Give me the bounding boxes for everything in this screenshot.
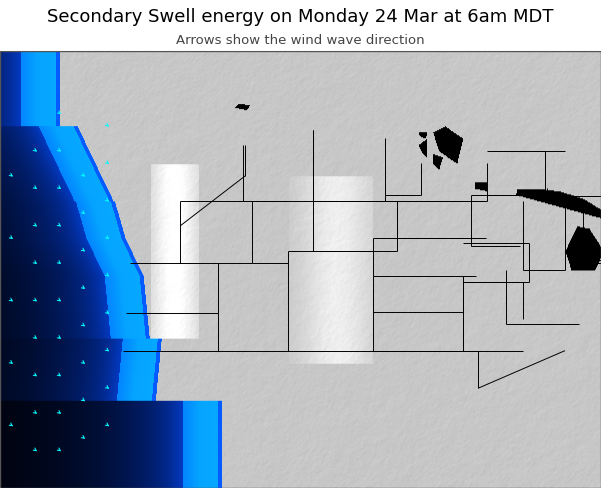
Text: Arrows show the wind wave direction: Arrows show the wind wave direction bbox=[176, 34, 425, 47]
Text: Secondary Swell energy on Monday 24 Mar at 6am MDT: Secondary Swell energy on Monday 24 Mar … bbox=[47, 8, 554, 25]
